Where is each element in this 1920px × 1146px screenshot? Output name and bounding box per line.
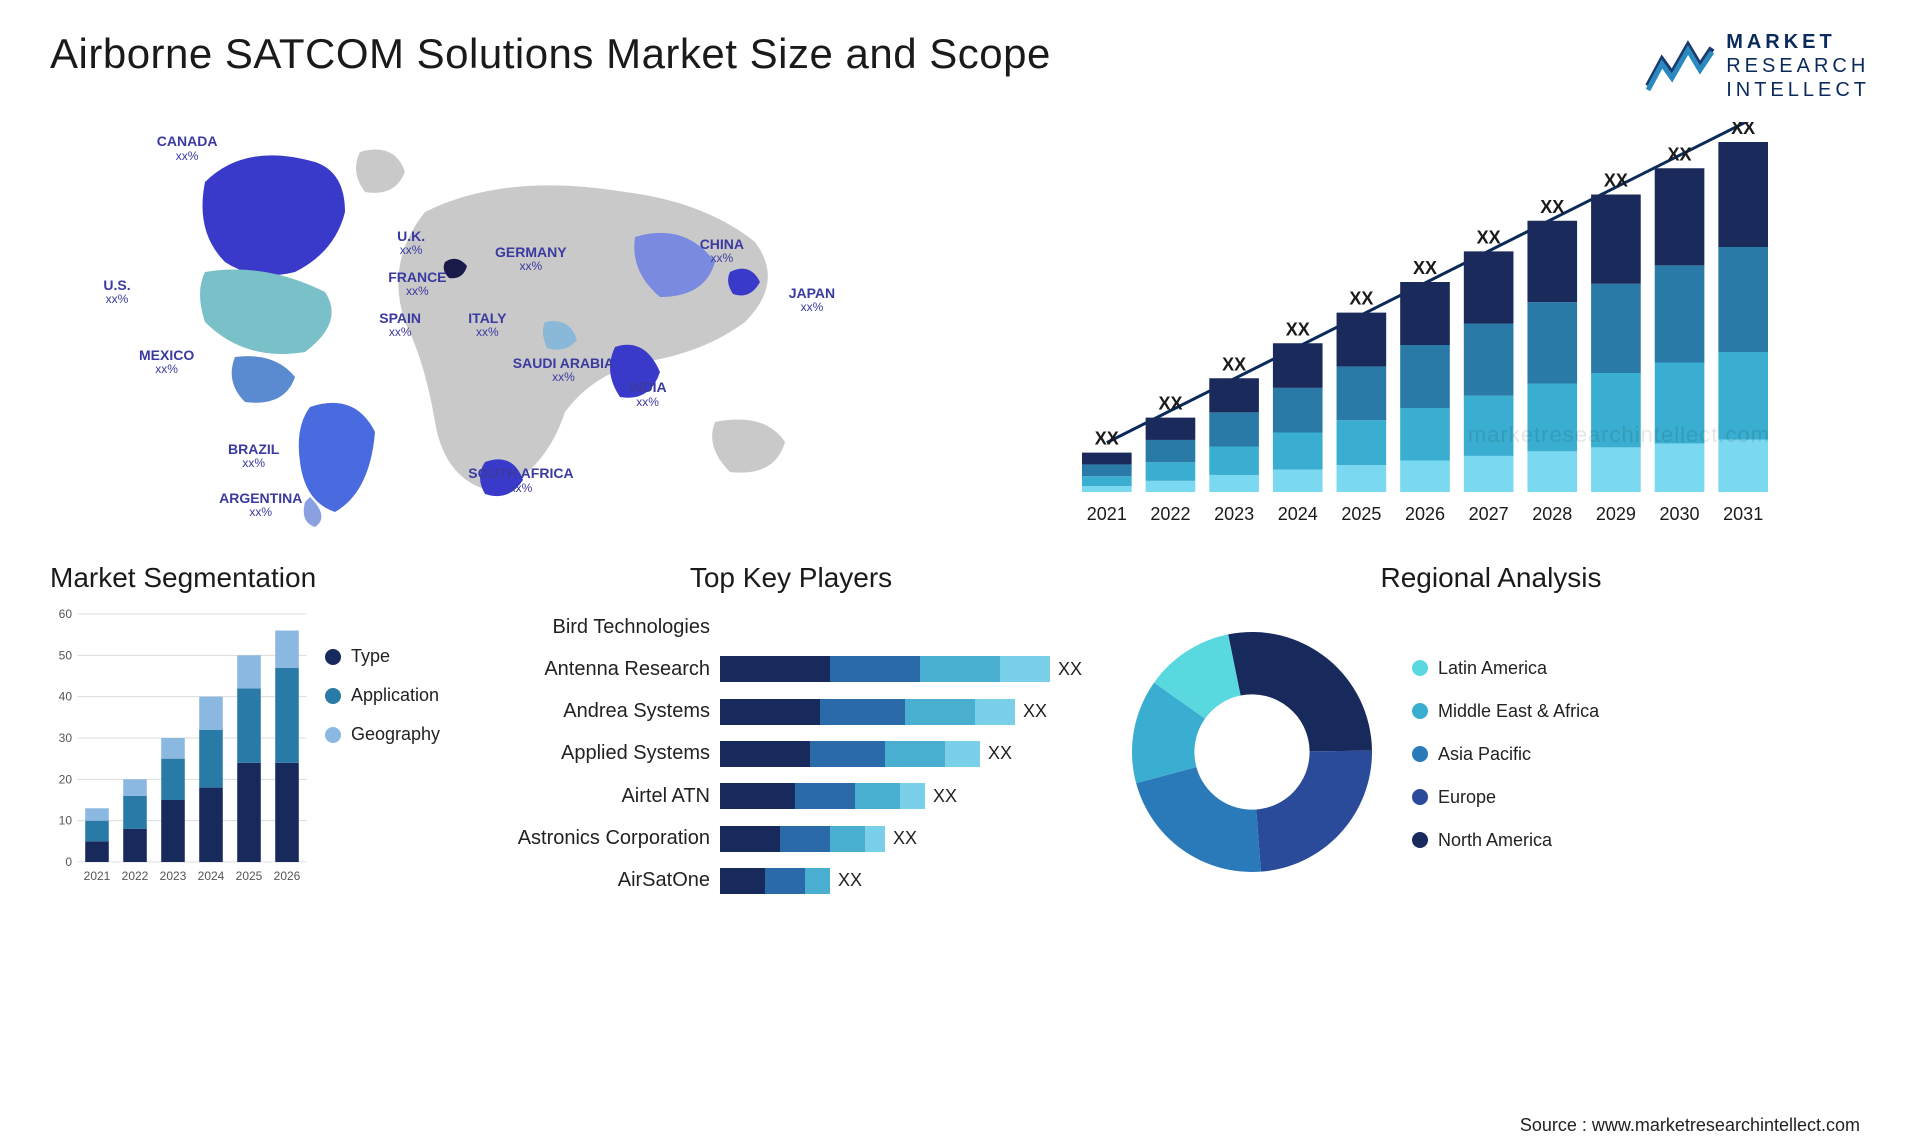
- svg-text:XX: XX: [1731, 122, 1755, 138]
- svg-text:XX: XX: [1413, 258, 1437, 278]
- map-label: ARGENTINAxx%: [219, 491, 302, 520]
- world-map-panel: CANADAxx% U.S.xx% MEXICOxx% BRAZILxx% ARGENT…: [50, 122, 940, 532]
- svg-text:2024: 2024: [198, 869, 225, 883]
- svg-text:2025: 2025: [236, 869, 263, 883]
- legend-item: Type: [325, 646, 440, 667]
- segmentation-chart: 0 10 20 30 40 50 60 2021 2022 2023 2024 2025 2026: [50, 606, 310, 886]
- player-name: Airtel ATN: [500, 785, 710, 808]
- map-label: ITALYxx%: [468, 311, 506, 340]
- map-label: JAPANxx%: [789, 286, 835, 315]
- growth-chart-panel: XX 2021 XX 2022 XX 2023 XX 2024 XX 2025 XX 2026 XX 20…: [980, 122, 1870, 532]
- player-bar-row: [720, 613, 1082, 641]
- map-label: BRAZILxx%: [228, 442, 279, 471]
- player-name: Bird Technologies: [500, 616, 710, 639]
- growth-bar-chart: XX 2021 XX 2022 XX 2023 XX 2024 XX 2025 XX 2026 XX 20…: [980, 122, 1870, 532]
- regional-title: Regional Analysis: [1112, 562, 1870, 594]
- logo-line3: INTELLECT: [1726, 78, 1870, 102]
- svg-text:2023: 2023: [1214, 504, 1254, 524]
- logo-line1: MARKET: [1726, 31, 1836, 53]
- map-label: GERMANYxx%: [495, 245, 567, 274]
- regional-legend: Latin America Middle East & Africa Asia Pa…: [1412, 658, 1599, 851]
- legend-item: Latin America: [1412, 658, 1599, 679]
- player-bar-row: XX: [720, 655, 1082, 683]
- svg-text:10: 10: [59, 814, 73, 828]
- svg-text:2024: 2024: [1278, 504, 1318, 524]
- svg-text:2029: 2029: [1596, 504, 1636, 524]
- svg-text:50: 50: [59, 648, 73, 662]
- map-label: U.S.xx%: [103, 278, 130, 307]
- player-name: Andrea Systems: [500, 700, 710, 723]
- player-name: Astronics Corporation: [500, 827, 710, 850]
- player-bar-row: XX: [720, 782, 1082, 810]
- map-label: U.K.xx%: [397, 229, 425, 258]
- svg-text:2022: 2022: [1150, 504, 1190, 524]
- player-bar-row: XX: [720, 825, 1082, 853]
- svg-text:2026: 2026: [274, 869, 301, 883]
- svg-text:2028: 2028: [1532, 504, 1572, 524]
- svg-text:0: 0: [65, 855, 72, 869]
- logo-line2: RESEARCH: [1726, 54, 1870, 78]
- player-bars-col: XX XX XX XX XX XX: [720, 606, 1082, 902]
- map-label: SPAINxx%: [379, 311, 421, 340]
- svg-text:2021: 2021: [84, 869, 111, 883]
- segmentation-panel: Market Segmentation 0 10 20 30 40 50 60 2021 202…: [50, 562, 470, 902]
- players-title: Top Key Players: [500, 562, 1082, 594]
- map-label: INDIAxx%: [629, 380, 667, 409]
- player-name: Antenna Research: [500, 658, 710, 681]
- regional-donut-chart: [1112, 612, 1392, 892]
- svg-text:XX: XX: [1095, 429, 1119, 449]
- svg-text:XX: XX: [1477, 227, 1501, 247]
- svg-text:XX: XX: [1668, 144, 1692, 164]
- svg-text:30: 30: [59, 731, 73, 745]
- map-label: FRANCExx%: [388, 270, 446, 299]
- segmentation-legend: Type Application Geography: [325, 606, 440, 902]
- legend-item: Asia Pacific: [1412, 744, 1599, 765]
- svg-text:XX: XX: [1604, 171, 1628, 191]
- segmentation-title: Market Segmentation: [50, 562, 470, 594]
- player-bar-row: XX: [720, 867, 1082, 895]
- regional-panel: Regional Analysis Latin America Middle Ea…: [1112, 562, 1870, 902]
- svg-text:2027: 2027: [1469, 504, 1509, 524]
- svg-text:2021: 2021: [1087, 504, 1127, 524]
- legend-item: Middle East & Africa: [1412, 701, 1599, 722]
- map-label: SOUTH AFRICAxx%: [468, 466, 573, 495]
- player-names-col: Bird Technologies Antenna Research Andrea …: [500, 606, 710, 902]
- svg-text:XX: XX: [1286, 319, 1310, 339]
- svg-text:2023: 2023: [160, 869, 187, 883]
- map-label: CHINAxx%: [700, 237, 744, 266]
- legend-item: Geography: [325, 724, 440, 745]
- brand-logo: MARKET RESEARCH INTELLECT: [1644, 30, 1870, 102]
- svg-text:XX: XX: [1222, 354, 1246, 374]
- svg-text:20: 20: [59, 772, 73, 786]
- legend-item: Europe: [1412, 787, 1599, 808]
- svg-text:2022: 2022: [122, 869, 149, 883]
- svg-text:40: 40: [59, 690, 73, 704]
- map-label: MEXICOxx%: [139, 348, 194, 377]
- players-panel: Top Key Players Bird Technologies Antenna…: [500, 562, 1082, 902]
- player-bar-row: XX: [720, 740, 1082, 768]
- map-label: SAUDI ARABIAxx%: [513, 356, 614, 385]
- svg-text:60: 60: [59, 607, 73, 621]
- svg-text:XX: XX: [1349, 289, 1373, 309]
- source-text: Source : www.marketresearchintellect.com: [1520, 1115, 1860, 1136]
- player-name: AirSatOne: [500, 869, 710, 892]
- player-bar-row: XX: [720, 698, 1082, 726]
- svg-text:XX: XX: [1540, 197, 1564, 217]
- svg-text:2030: 2030: [1660, 504, 1700, 524]
- legend-item: North America: [1412, 830, 1599, 851]
- logo-mark-icon: [1644, 36, 1716, 96]
- player-name: Applied Systems: [500, 742, 710, 765]
- svg-text:2031: 2031: [1723, 504, 1763, 524]
- map-label: CANADAxx%: [157, 134, 218, 163]
- svg-text:2026: 2026: [1405, 504, 1445, 524]
- page-title: Airborne SATCOM Solutions Market Size an…: [50, 30, 1051, 78]
- svg-text:2025: 2025: [1341, 504, 1381, 524]
- legend-item: Application: [325, 685, 440, 706]
- svg-text:XX: XX: [1158, 394, 1182, 414]
